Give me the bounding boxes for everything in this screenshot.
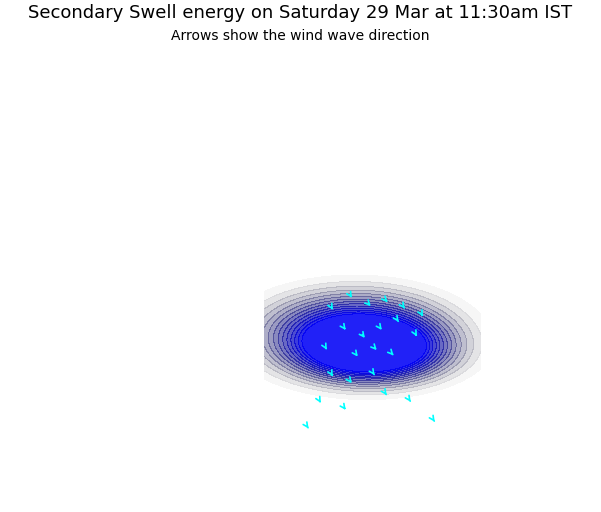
Text: Secondary Swell energy on Saturday 29 Mar at 11:30am IST: Secondary Swell energy on Saturday 29 Ma… [28,4,573,22]
Text: Arrows show the wind wave direction: Arrows show the wind wave direction [171,29,430,43]
